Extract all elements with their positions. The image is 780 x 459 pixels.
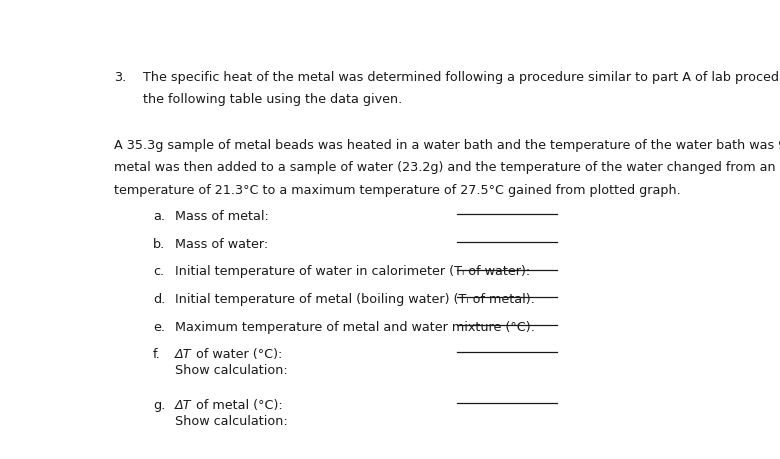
- Text: Show calculation:: Show calculation:: [175, 414, 288, 427]
- Text: temperature of 21.3°C to a maximum temperature of 27.5°C gained from plotted gra: temperature of 21.3°C to a maximum tempe…: [115, 184, 681, 197]
- Text: The specific heat of the metal was determined following a procedure similar to p: The specific heat of the metal was deter…: [143, 71, 780, 84]
- Text: b.: b.: [153, 238, 165, 251]
- Text: Maximum temperature of metal and water mixture (°C):: Maximum temperature of metal and water m…: [175, 320, 535, 334]
- Text: Mass of metal:: Mass of metal:: [175, 210, 269, 223]
- Text: A 35.3g sample of metal beads was heated in a water bath and the temperature of : A 35.3g sample of metal beads was heated…: [115, 139, 780, 152]
- Text: metal was then added to a sample of water (23.2g) and the temperature of the wat: metal was then added to a sample of wate…: [115, 162, 780, 174]
- Text: e.: e.: [153, 320, 165, 334]
- Text: ΔT: ΔT: [175, 399, 191, 412]
- Text: Mass of water:: Mass of water:: [175, 238, 268, 251]
- Text: d.: d.: [153, 293, 165, 306]
- Text: 3.: 3.: [115, 71, 126, 84]
- Text: Initial temperature of metal (boiling water) (Tᵢ of metal):: Initial temperature of metal (boiling wa…: [175, 293, 535, 306]
- Text: of water (°C):: of water (°C):: [192, 348, 282, 361]
- Text: Initial temperature of water in calorimeter (Tᵢ of water):: Initial temperature of water in calorime…: [175, 265, 530, 278]
- Text: the following table using the data given.: the following table using the data given…: [143, 93, 402, 106]
- Text: f.: f.: [153, 348, 161, 361]
- Text: a.: a.: [153, 210, 165, 223]
- Text: c.: c.: [153, 265, 165, 278]
- Text: Show calculation:: Show calculation:: [175, 364, 288, 377]
- Text: g.: g.: [153, 399, 165, 412]
- Text: of metal (°C):: of metal (°C):: [192, 399, 282, 412]
- Text: ΔT: ΔT: [175, 348, 191, 361]
